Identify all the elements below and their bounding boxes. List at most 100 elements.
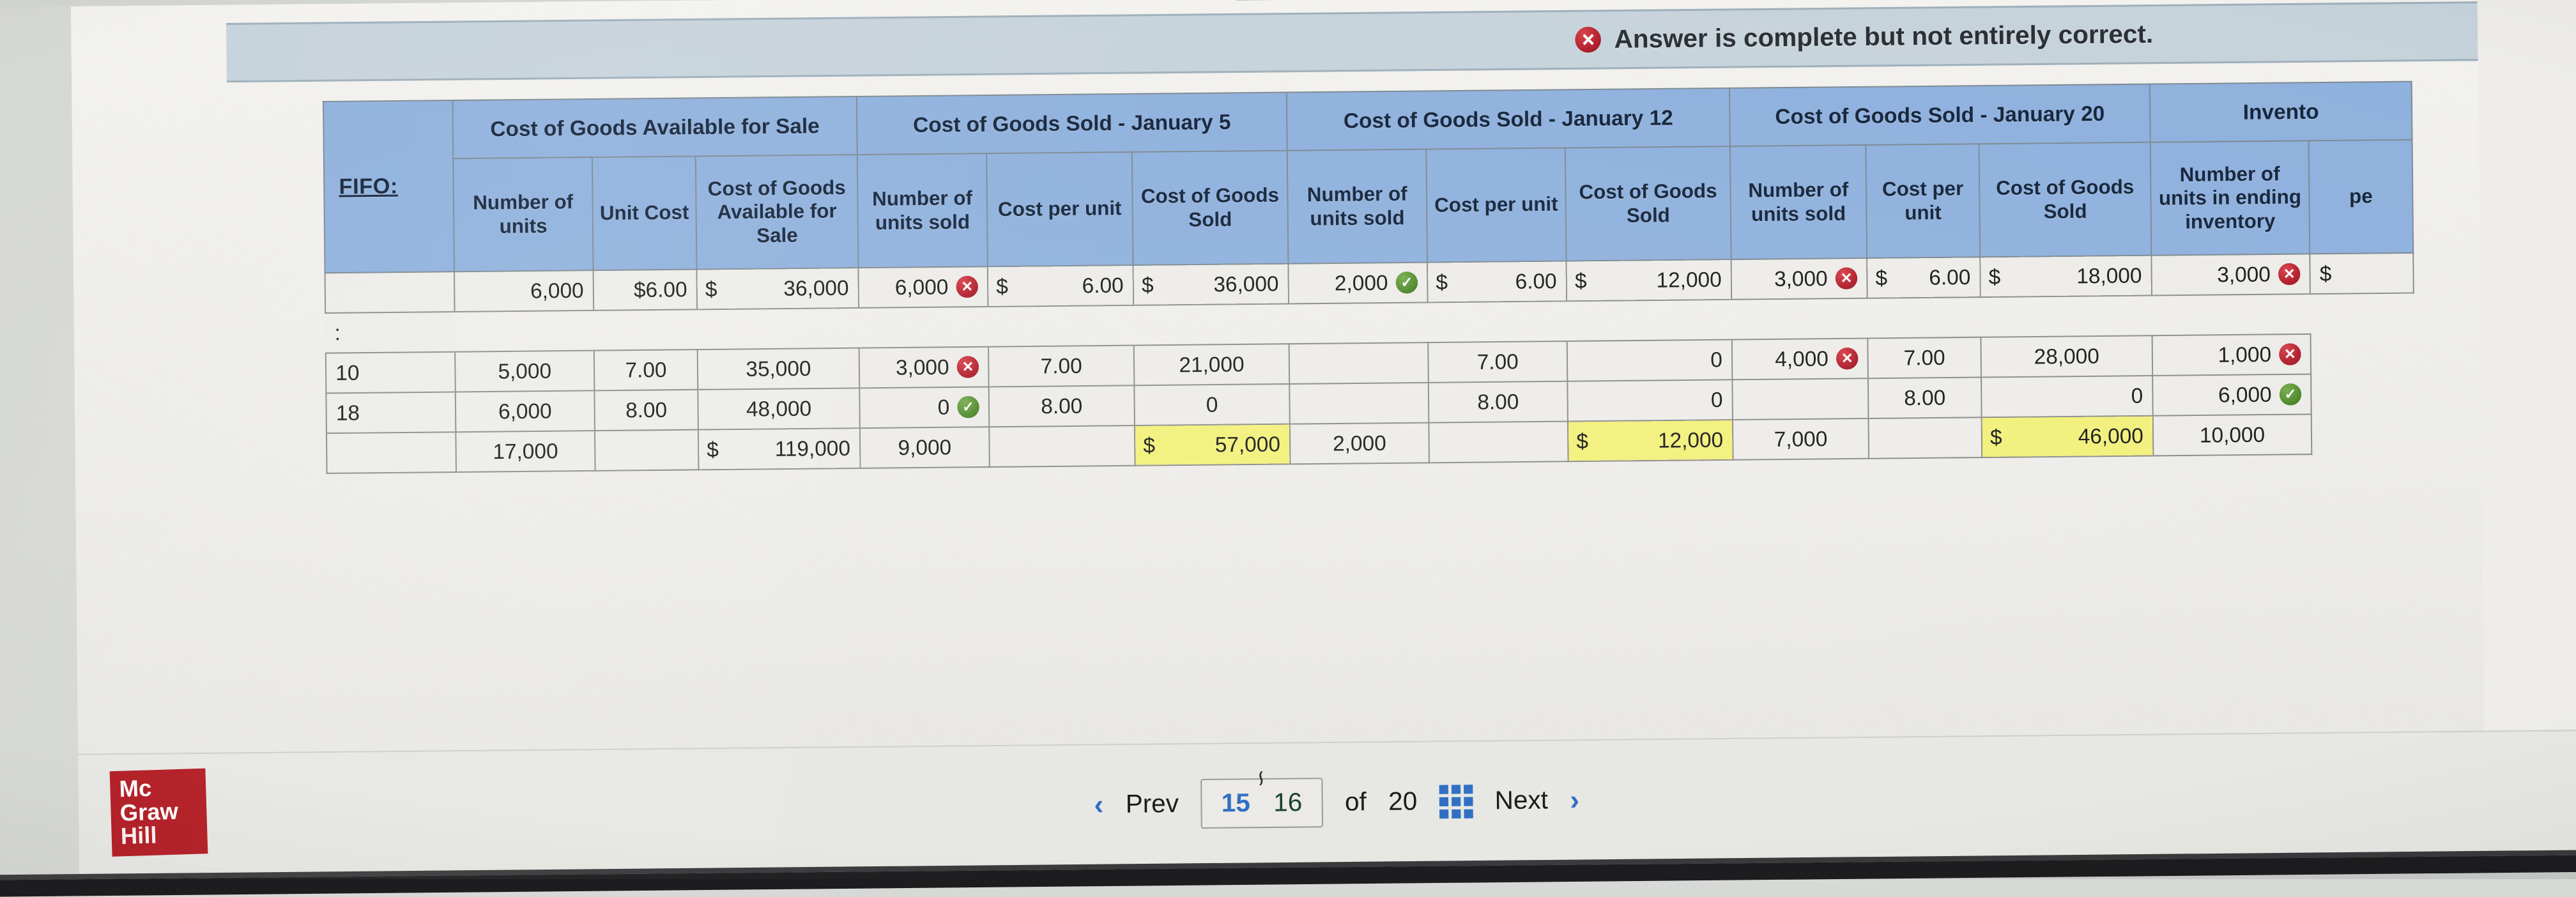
currency-symbol: $ [1141, 272, 1154, 297]
cell-value: 36,000 [783, 275, 849, 300]
cell-jan20-units[interactable]: 4,000 ✕ [1731, 338, 1868, 380]
cell-avail-units[interactable]: 5,000 [455, 350, 595, 392]
cell-value: 0 [937, 395, 950, 419]
cell-jan5-cogs[interactable]: $ 36,000 [1133, 263, 1289, 305]
pagination-controls: ‹ Prev ∽ 15 16 of 20 Next › [1094, 769, 1580, 829]
cell-value: 3,000 [1774, 266, 1828, 291]
assignment-page: ✕ Answer is complete but not entirely co… [70, 0, 2576, 803]
cell-jan12-units[interactable] [1289, 342, 1429, 384]
cell-jan5-units[interactable]: 0 ✓ [859, 387, 990, 429]
current-page-number[interactable]: 15 [1221, 788, 1250, 818]
cell-ending-units[interactable]: 3,000 ✕ [2151, 254, 2310, 296]
cell-jan5-cost[interactable]: $ 6.00 [987, 265, 1134, 307]
check-circle-icon: ✓ [957, 395, 979, 418]
cell-jan12-cogs[interactable]: 0 [1567, 379, 1733, 422]
total-pages: 20 [1388, 787, 1418, 816]
cell-unit-cost[interactable]: 8.00 [594, 389, 698, 431]
cell-jan12-cogs[interactable]: $ 12,000 [1566, 259, 1732, 302]
total-avail-units: 17,000 [456, 431, 595, 472]
cell-value: 57,000 [1215, 431, 1281, 457]
subheader-jan5-cost: Cost per unit [986, 151, 1133, 267]
cell-jan12-cost[interactable]: 8.00 [1428, 381, 1568, 423]
cell-avail-total[interactable]: $ 36,000 [696, 268, 859, 310]
cell-ending-units[interactable]: 1,000 ✕ [2152, 334, 2312, 376]
prev-button[interactable]: Prev [1125, 789, 1179, 818]
cell-jan12-units[interactable] [1289, 382, 1429, 424]
total-jan12-cost [1429, 421, 1568, 463]
cell-avail-total[interactable]: 35,000 [697, 348, 860, 390]
subheader-jan5-units: Number of units sold [857, 153, 988, 268]
x-circle-icon: ✕ [956, 275, 979, 298]
next-page-number[interactable]: 16 [1273, 788, 1303, 817]
x-circle-icon: ✕ [2278, 263, 2301, 286]
check-circle-icon: ✓ [2279, 383, 2302, 406]
subheader-jan12-units: Number of units sold [1287, 149, 1427, 264]
next-button[interactable]: Next [1494, 786, 1549, 815]
total-jan12-units: 2,000 [1289, 422, 1429, 464]
cell-value: 36,000 [1213, 272, 1279, 296]
total-jan5-units: 9,000 [859, 427, 990, 468]
cell-jan20-cogs[interactable]: 28,000 [1981, 335, 2153, 378]
cell-jan20-units[interactable] [1732, 378, 1869, 420]
currency-symbol: $ [2319, 261, 2332, 286]
currency-symbol: $ [1988, 264, 2001, 289]
group-header-cogs-jan5: Cost of Goods Sold - January 5 [856, 92, 1287, 155]
cell-value: 4,000 [1775, 346, 1829, 371]
cell-jan5-cogs[interactable]: 0 [1134, 383, 1290, 426]
cell-ending-cost[interactable]: $ [2310, 252, 2414, 295]
cell-unit-cost[interactable]: $6.00 [593, 269, 698, 310]
prev-chevron-icon[interactable]: ‹ [1094, 788, 1104, 820]
cell-value: 6.00 [1082, 273, 1124, 298]
cell-value: 2,000 [1334, 270, 1388, 295]
cell-avail-units[interactable]: 6,000 [455, 390, 595, 433]
cell-avail-units[interactable]: 6,000 [454, 270, 594, 312]
subheader-avail-units: Number of units [453, 157, 594, 272]
grading-banner-message: Answer is complete but not entirely corr… [1614, 19, 2154, 54]
check-circle-icon: ✓ [1395, 271, 1418, 294]
cell-jan5-cogs[interactable]: 21,000 [1133, 344, 1290, 386]
table-subheader-row: Number of units Unit Cost Cost of Goods … [324, 139, 2414, 273]
cell-jan5-units[interactable]: 6,000 ✕ [858, 266, 988, 308]
cell-jan20-cogs[interactable]: $ 18,000 [1980, 255, 2152, 298]
cell-jan5-units[interactable]: 3,000 ✕ [859, 346, 989, 388]
subheader-jan20-units: Number of units sold [1729, 144, 1867, 260]
cell-value: 119,000 [774, 436, 851, 461]
loop-link-icon: ∽ [1249, 769, 1274, 788]
next-chevron-icon[interactable]: › [1570, 784, 1580, 816]
cell-jan20-cost[interactable]: 7.00 [1867, 337, 1981, 379]
subheader-unit-cost: Unit Cost [592, 156, 697, 271]
cell-jan12-cost[interactable]: 7.00 [1428, 341, 1568, 383]
total-jan20-cost [1868, 417, 1982, 459]
subheader-jan20-cost: Cost per unit [1866, 144, 1981, 259]
cell-unit-cost[interactable]: 7.00 [594, 349, 698, 391]
cell-value: 3,000 [2217, 262, 2271, 287]
cell-jan20-cost[interactable]: 8.00 [1867, 377, 1982, 418]
cell-ending-units[interactable]: 6,000 ✓ [2152, 374, 2312, 416]
logo-line-1: Mc [118, 774, 152, 802]
x-circle-icon: ✕ [1835, 267, 1858, 290]
total-jan20-units: 7,000 [1732, 418, 1869, 460]
fifo-worksheet-table: FIFO: Cost of Goods Available for Sale C… [323, 81, 2416, 474]
x-circle-icon: ✕ [1836, 347, 1859, 370]
total-unit-cost [594, 429, 699, 471]
currency-symbol: $ [1143, 433, 1156, 457]
cell-jan20-cogs[interactable]: 0 [1981, 375, 2153, 418]
grid-view-icon[interactable] [1439, 784, 1473, 818]
total-ending-cost [2312, 413, 2416, 454]
cell-avail-total[interactable]: 48,000 [698, 388, 860, 430]
currency-symbol: $ [1875, 265, 1888, 290]
cell-jan5-cost[interactable]: 8.00 [988, 385, 1135, 427]
of-label: of [1344, 787, 1367, 816]
page-number-box[interactable]: ∽ 15 16 [1200, 769, 1323, 829]
subheader-jan5-cogs: Cost of Goods Sold [1131, 150, 1289, 266]
cell-jan20-cost[interactable]: $ 6.00 [1867, 257, 1981, 298]
cell-jan12-cogs[interactable]: 0 [1567, 339, 1733, 381]
fifo-label-cell: FIFO: [323, 100, 454, 273]
total-jan12-cogs: $ 12,000 [1567, 420, 1733, 462]
cell-jan5-cost[interactable]: 7.00 [988, 345, 1135, 387]
cell-jan12-units[interactable]: 2,000 ✓ [1288, 262, 1428, 304]
cell-jan20-units[interactable]: 3,000 ✕ [1731, 258, 1867, 300]
cell-value: 12,000 [1657, 427, 1724, 452]
cell-ending-cost [2311, 373, 2415, 414]
cell-jan12-cost[interactable]: $ 6.00 [1427, 261, 1567, 303]
